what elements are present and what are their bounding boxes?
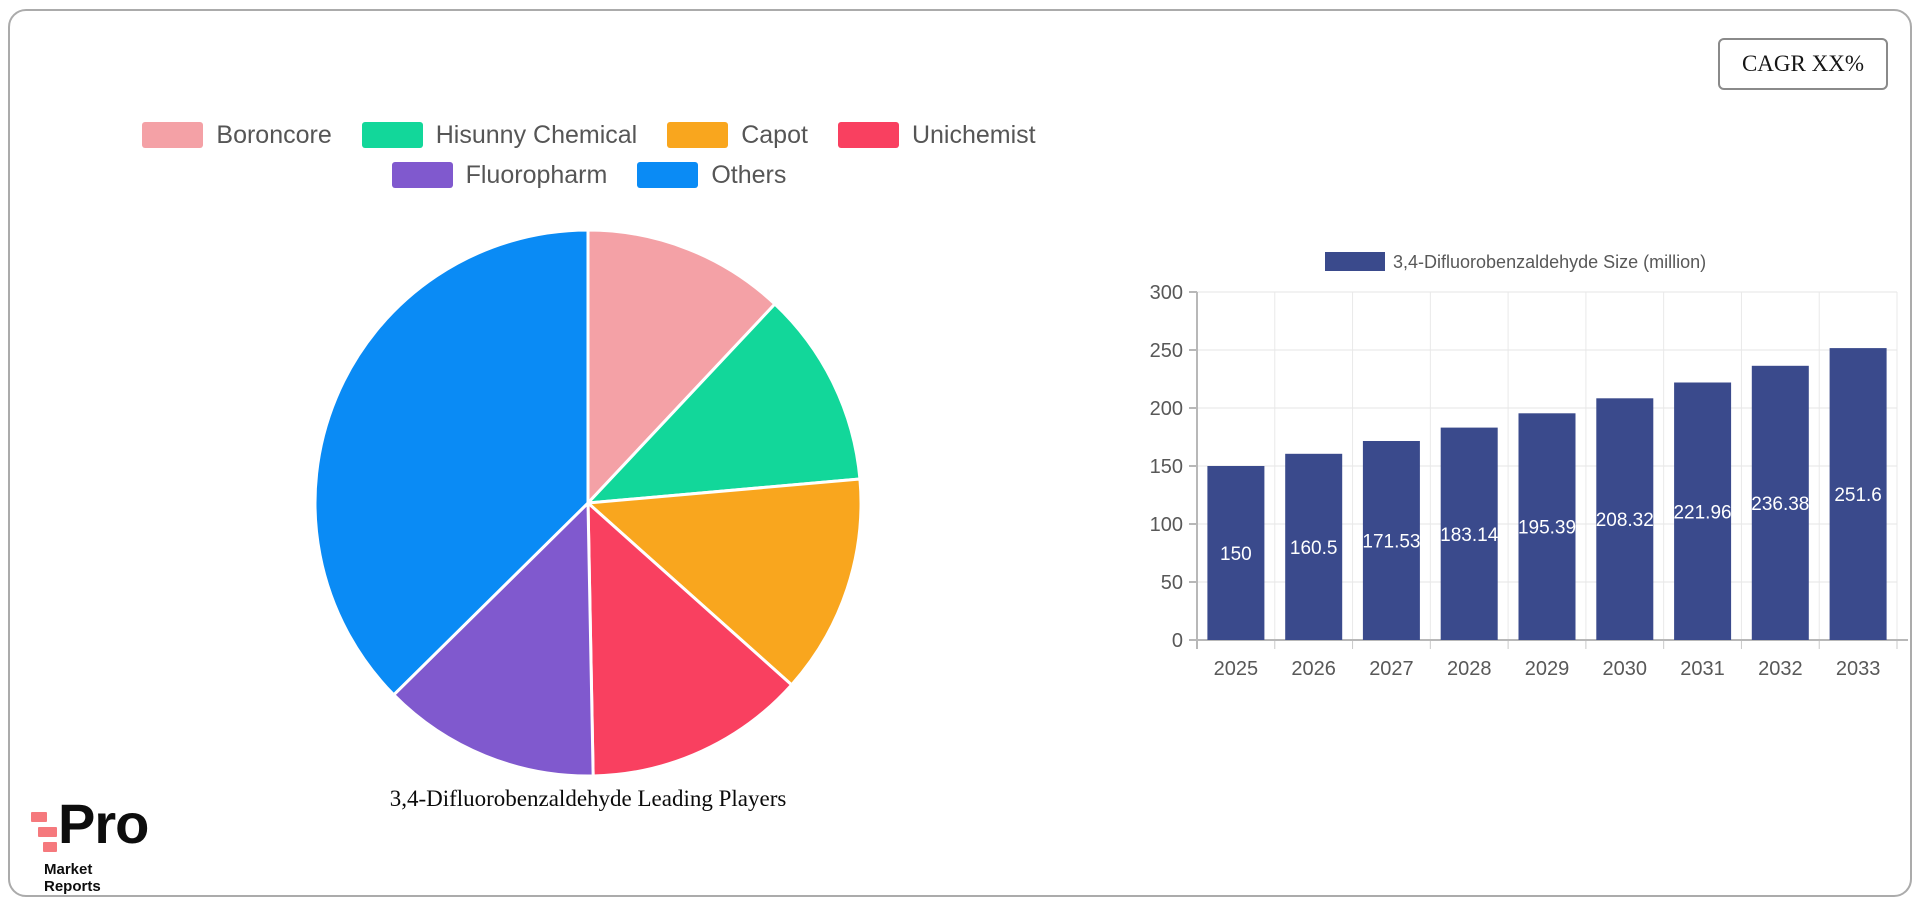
legend-swatch (391, 162, 453, 188)
bar-value-label: 183.14 (1440, 525, 1499, 546)
pie-legend-item-others[interactable]: Others (637, 162, 786, 188)
y-tick-label: 150 (1150, 456, 1183, 478)
bar-value-label: 236.38 (1751, 494, 1809, 515)
legend-label: Unichemist (911, 121, 1036, 149)
x-axis-label: 2031 (1680, 658, 1725, 680)
bar-value-label: 251.6 (1834, 485, 1882, 506)
pie-legend-item-hisunny-chemical[interactable]: Hisunny Chemical (361, 121, 638, 149)
legend-label: Others (711, 161, 787, 189)
legend-label: Boroncore (216, 121, 332, 149)
legend-swatch (837, 122, 899, 148)
pie-chart (313, 228, 863, 778)
pie-slice-others (313, 228, 590, 697)
bar-2033 (1829, 348, 1887, 640)
y-tick-label: 250 (1150, 340, 1183, 362)
bar-value-label: 221.96 (1673, 502, 1731, 523)
bar-value-label: 150 (1220, 544, 1252, 565)
x-axis-label: 2032 (1758, 658, 1803, 680)
bar-chart: 3,4-Difluorobenzaldehyde Size (million) … (1150, 252, 1908, 680)
legend-label: Capot (741, 121, 808, 149)
x-axis-label: 2027 (1369, 658, 1414, 680)
cagr-badge: CAGR XX% (1717, 38, 1888, 90)
bar-2031 (1674, 382, 1732, 640)
pie-slice-fluoropharm (392, 501, 595, 778)
pie-slice-boroncore (586, 228, 777, 505)
logo-bar-3 (43, 842, 57, 852)
bar-2028 (1440, 427, 1498, 640)
legend-label: Fluoropharm (465, 161, 608, 189)
pie-legend-row: Boroncore Hisunny Chemical Capot Unichemist (142, 121, 1036, 149)
pie-legend-item-unichemist[interactable]: Unichemist (837, 121, 1036, 149)
y-tick-label: 50 (1161, 572, 1183, 594)
pie-legend-item-boroncore[interactable]: Boroncore (142, 121, 332, 149)
pie-legend-item-capot[interactable]: Capot (667, 122, 808, 148)
logo-brand-text: Pro (58, 792, 149, 855)
x-axis-label: 2030 (1603, 658, 1648, 680)
bar-value-label: 160.5 (1290, 538, 1338, 559)
bar-2026 (1285, 453, 1343, 640)
y-tick-label: 300 (1150, 282, 1183, 304)
pie-legend-item-fluoropharm[interactable]: Fluoropharm (391, 161, 608, 189)
x-axis-label: 2033 (1836, 658, 1881, 680)
legend-swatch (361, 122, 423, 148)
bar-2029 (1518, 413, 1576, 640)
pie-legend: Boroncore Hisunny Chemical Capot Unichemist… (0, 122, 1178, 188)
logo-bar-1 (31, 812, 47, 822)
bar-2032 (1751, 365, 1809, 640)
logo-bar-2 (38, 827, 57, 837)
bar-value-label: 208.32 (1596, 510, 1654, 531)
y-tick-label: 0 (1172, 630, 1183, 652)
bar-legend-label: 3,4-Difluorobenzaldehyde Size (million) (1393, 252, 1706, 272)
x-axis-label: 2025 (1214, 658, 1259, 680)
legend-swatch (637, 162, 699, 188)
pie-legend-row: Fluoropharm Others (391, 161, 786, 189)
y-tick-label: 100 (1150, 514, 1183, 536)
x-axis-label: 2029 (1525, 658, 1570, 680)
pie-slice-hisunny-chemical (586, 302, 862, 505)
x-axis-label: 2026 (1291, 658, 1336, 680)
bar-value-label: 195.39 (1518, 518, 1576, 539)
cagr-label: CAGR XX% (1741, 51, 1864, 76)
pie-slice-capot (586, 477, 863, 687)
bar-2030 (1596, 398, 1654, 640)
bar-chart-legend[interactable]: 3,4-Difluorobenzaldehyde Size (million) (1325, 252, 1706, 272)
bar-value-label: 171.53 (1362, 532, 1420, 553)
y-tick-label: 200 (1150, 398, 1183, 420)
logo-subtitle-text: Market Reports (44, 861, 101, 895)
bar-2027 (1362, 441, 1420, 640)
pie-chart-title: 3,4-Difluorobenzaldehyde Leading Players (389, 786, 787, 811)
pie-slice-unichemist (586, 501, 794, 778)
bar-legend-swatch (1325, 252, 1385, 271)
bar-2025 (1207, 466, 1265, 640)
x-axis-label: 2028 (1447, 658, 1492, 680)
legend-swatch (142, 122, 204, 148)
legend-label: Hisunny Chemical (435, 121, 638, 149)
legend-swatch (667, 122, 729, 148)
